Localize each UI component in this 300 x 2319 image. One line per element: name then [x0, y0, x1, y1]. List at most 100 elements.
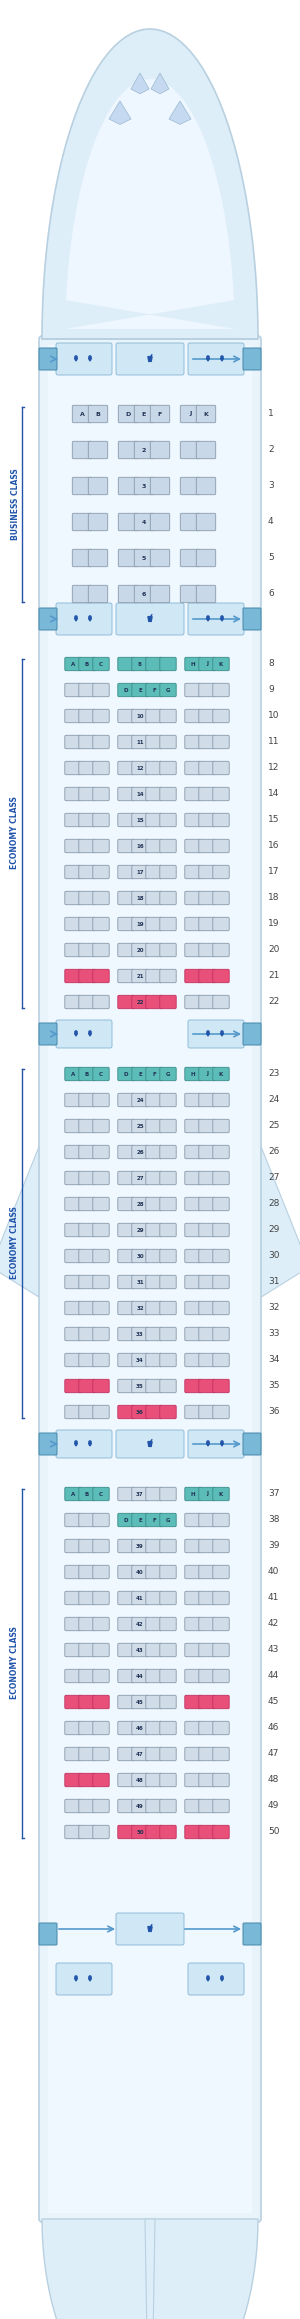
FancyBboxPatch shape	[79, 1540, 95, 1554]
Text: 45: 45	[268, 1698, 279, 1707]
FancyBboxPatch shape	[199, 814, 215, 826]
FancyBboxPatch shape	[213, 944, 229, 958]
FancyBboxPatch shape	[65, 761, 81, 775]
FancyBboxPatch shape	[79, 1514, 95, 1526]
FancyBboxPatch shape	[79, 1301, 95, 1315]
FancyBboxPatch shape	[199, 1301, 215, 1315]
FancyBboxPatch shape	[146, 1825, 162, 1839]
Text: E: E	[138, 1071, 142, 1076]
FancyBboxPatch shape	[199, 710, 215, 724]
FancyBboxPatch shape	[79, 710, 95, 724]
FancyBboxPatch shape	[132, 1591, 148, 1605]
Polygon shape	[220, 619, 224, 621]
FancyBboxPatch shape	[93, 1565, 109, 1579]
Text: 28: 28	[136, 1201, 144, 1206]
Text: 2: 2	[142, 448, 146, 452]
FancyBboxPatch shape	[65, 1146, 81, 1160]
FancyBboxPatch shape	[146, 995, 162, 1009]
FancyBboxPatch shape	[213, 1721, 229, 1735]
FancyBboxPatch shape	[65, 995, 81, 1009]
Text: 49: 49	[268, 1802, 279, 1811]
Text: 46: 46	[268, 1723, 279, 1732]
FancyBboxPatch shape	[185, 761, 201, 775]
Text: 16: 16	[136, 844, 144, 849]
FancyBboxPatch shape	[160, 1514, 176, 1526]
Text: 42: 42	[268, 1619, 279, 1628]
FancyBboxPatch shape	[132, 1565, 148, 1579]
FancyBboxPatch shape	[93, 1120, 109, 1132]
FancyBboxPatch shape	[132, 1146, 148, 1160]
FancyBboxPatch shape	[118, 1514, 134, 1526]
FancyBboxPatch shape	[213, 1825, 229, 1839]
Text: 44: 44	[268, 1672, 279, 1681]
FancyBboxPatch shape	[118, 761, 134, 775]
Polygon shape	[148, 1927, 152, 1932]
FancyBboxPatch shape	[93, 1171, 109, 1185]
FancyBboxPatch shape	[79, 1825, 95, 1839]
FancyBboxPatch shape	[132, 1224, 148, 1236]
FancyBboxPatch shape	[65, 1405, 81, 1419]
Text: ECONOMY CLASS: ECONOMY CLASS	[11, 795, 20, 870]
FancyBboxPatch shape	[160, 1354, 176, 1366]
FancyBboxPatch shape	[132, 1120, 148, 1132]
FancyBboxPatch shape	[213, 1695, 229, 1709]
FancyBboxPatch shape	[79, 1405, 95, 1419]
FancyBboxPatch shape	[213, 761, 229, 775]
FancyBboxPatch shape	[185, 1800, 201, 1813]
FancyBboxPatch shape	[132, 1301, 148, 1315]
FancyBboxPatch shape	[160, 1405, 176, 1419]
FancyBboxPatch shape	[79, 735, 95, 749]
Text: 43: 43	[268, 1646, 279, 1653]
FancyBboxPatch shape	[243, 348, 261, 371]
FancyBboxPatch shape	[132, 1197, 148, 1211]
FancyBboxPatch shape	[65, 1120, 81, 1132]
FancyBboxPatch shape	[118, 441, 138, 459]
FancyBboxPatch shape	[132, 995, 148, 1009]
FancyBboxPatch shape	[199, 839, 215, 853]
FancyBboxPatch shape	[72, 550, 92, 566]
FancyBboxPatch shape	[79, 1800, 95, 1813]
FancyBboxPatch shape	[132, 1825, 148, 1839]
Polygon shape	[74, 1978, 77, 1980]
Text: 2: 2	[268, 445, 274, 455]
Text: 23: 23	[268, 1069, 279, 1078]
FancyBboxPatch shape	[93, 839, 109, 853]
FancyBboxPatch shape	[146, 918, 162, 930]
FancyBboxPatch shape	[93, 1224, 109, 1236]
FancyBboxPatch shape	[160, 814, 176, 826]
FancyBboxPatch shape	[185, 1565, 201, 1579]
Text: 21: 21	[268, 972, 279, 981]
Text: 50: 50	[136, 1830, 144, 1834]
Text: 43: 43	[136, 1646, 144, 1653]
Text: 19: 19	[268, 921, 280, 928]
FancyBboxPatch shape	[213, 1486, 229, 1500]
FancyBboxPatch shape	[79, 814, 95, 826]
FancyBboxPatch shape	[213, 1275, 229, 1289]
FancyBboxPatch shape	[160, 1067, 176, 1081]
FancyBboxPatch shape	[65, 1514, 81, 1526]
FancyBboxPatch shape	[93, 735, 109, 749]
FancyBboxPatch shape	[185, 1224, 201, 1236]
Polygon shape	[206, 1978, 209, 1980]
FancyBboxPatch shape	[180, 406, 200, 422]
FancyBboxPatch shape	[93, 1146, 109, 1160]
FancyBboxPatch shape	[160, 1301, 176, 1315]
Text: 14: 14	[268, 788, 279, 798]
FancyBboxPatch shape	[65, 786, 81, 800]
FancyBboxPatch shape	[160, 1326, 176, 1340]
FancyBboxPatch shape	[79, 1721, 95, 1735]
Text: 6: 6	[268, 589, 274, 598]
FancyBboxPatch shape	[185, 1275, 201, 1289]
Text: 46: 46	[136, 1725, 144, 1730]
Text: C: C	[99, 1071, 103, 1076]
Text: 40: 40	[136, 1570, 144, 1575]
Text: D: D	[125, 410, 130, 417]
Text: 32: 32	[268, 1303, 279, 1313]
FancyBboxPatch shape	[199, 786, 215, 800]
FancyBboxPatch shape	[199, 1171, 215, 1185]
FancyBboxPatch shape	[93, 918, 109, 930]
FancyBboxPatch shape	[185, 1695, 201, 1709]
FancyBboxPatch shape	[213, 1405, 229, 1419]
FancyBboxPatch shape	[185, 1591, 201, 1605]
FancyBboxPatch shape	[243, 1433, 261, 1454]
